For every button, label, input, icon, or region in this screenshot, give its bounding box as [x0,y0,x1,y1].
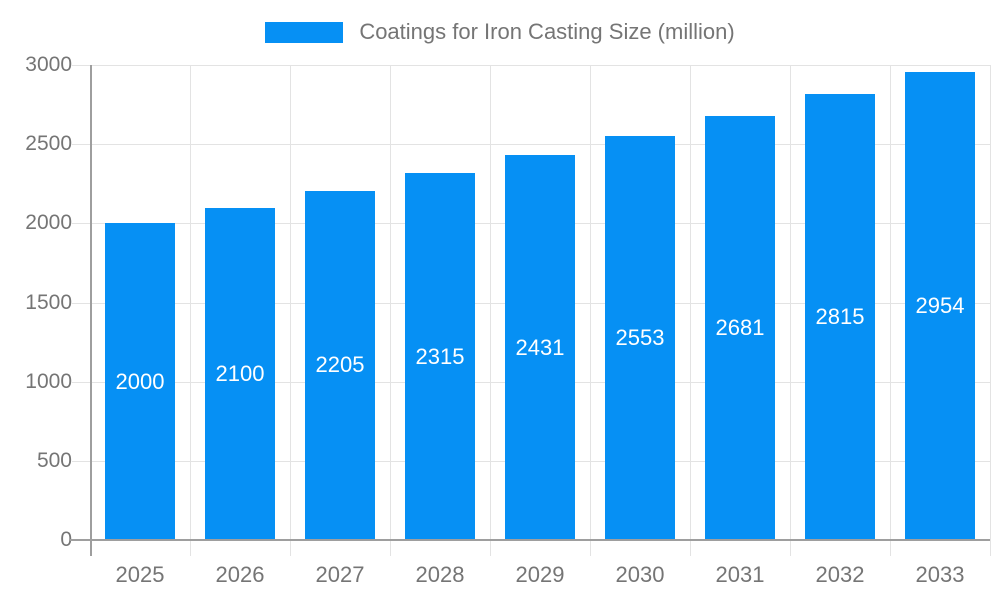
bar: 2431 [505,155,575,540]
y-tick-label: 0 [60,528,72,551]
v-gridline [190,65,191,556]
bar: 2954 [905,72,975,540]
x-tick-label: 2029 [515,562,565,587]
bar: 2553 [605,135,675,540]
x-tick-label: 2027 [315,562,365,587]
bar-value-label: 2954 [915,293,965,319]
v-gridline [390,65,391,556]
x-tick-label: 2028 [415,562,465,587]
y-tick-label: 2500 [25,132,72,156]
v-gridline [990,65,991,556]
bar-value-label: 2205 [315,352,365,378]
v-gridline [890,65,891,556]
x-tick-label: 2031 [715,562,765,587]
v-gridline [590,65,591,556]
bar-value-label: 2553 [615,324,665,350]
h-gridline [72,65,990,66]
x-tick-label: 2026 [215,562,265,587]
y-tick-label: 1500 [25,290,72,314]
bar: 2100 [205,207,275,540]
bar-value-label: 2100 [215,360,265,386]
bar-value-label: 2681 [715,314,765,340]
bar: 2205 [305,190,375,540]
v-gridline [290,65,291,556]
y-tick-label: 1000 [25,369,72,393]
y-tick-label: 3000 [25,53,72,76]
x-tick-label: 2030 [615,562,665,587]
bar-value-label: 2315 [415,343,465,369]
h-gridline [72,144,990,146]
bar: 2815 [805,94,875,540]
x-tick-label: 2032 [815,562,865,587]
legend-title: Coatings for Iron Casting Size (million) [359,19,735,44]
legend: Coatings for Iron Casting Size (million) [0,19,1000,45]
y-tick-label: 500 [36,448,72,472]
bar: 2315 [405,173,475,540]
v-gridline [790,65,791,556]
bar: 2681 [705,115,775,540]
bar: 2000 [105,223,175,540]
bar-value-label: 2815 [815,304,865,330]
plot-area: 0 500 1000 1500 2000 2500 3000 2000 2025 2100 2026… [25,53,991,587]
y-axis-line [90,65,92,556]
legend-swatch [265,21,344,43]
x-tick-label: 2025 [115,562,165,587]
v-gridline [690,65,691,556]
x-tick-label: 2033 [915,562,965,587]
v-gridline [490,65,491,556]
y-tick-label: 2000 [25,211,72,235]
bar-value-label: 2000 [115,368,165,394]
x-axis-line [70,539,990,541]
bar-value-label: 2431 [515,334,565,360]
